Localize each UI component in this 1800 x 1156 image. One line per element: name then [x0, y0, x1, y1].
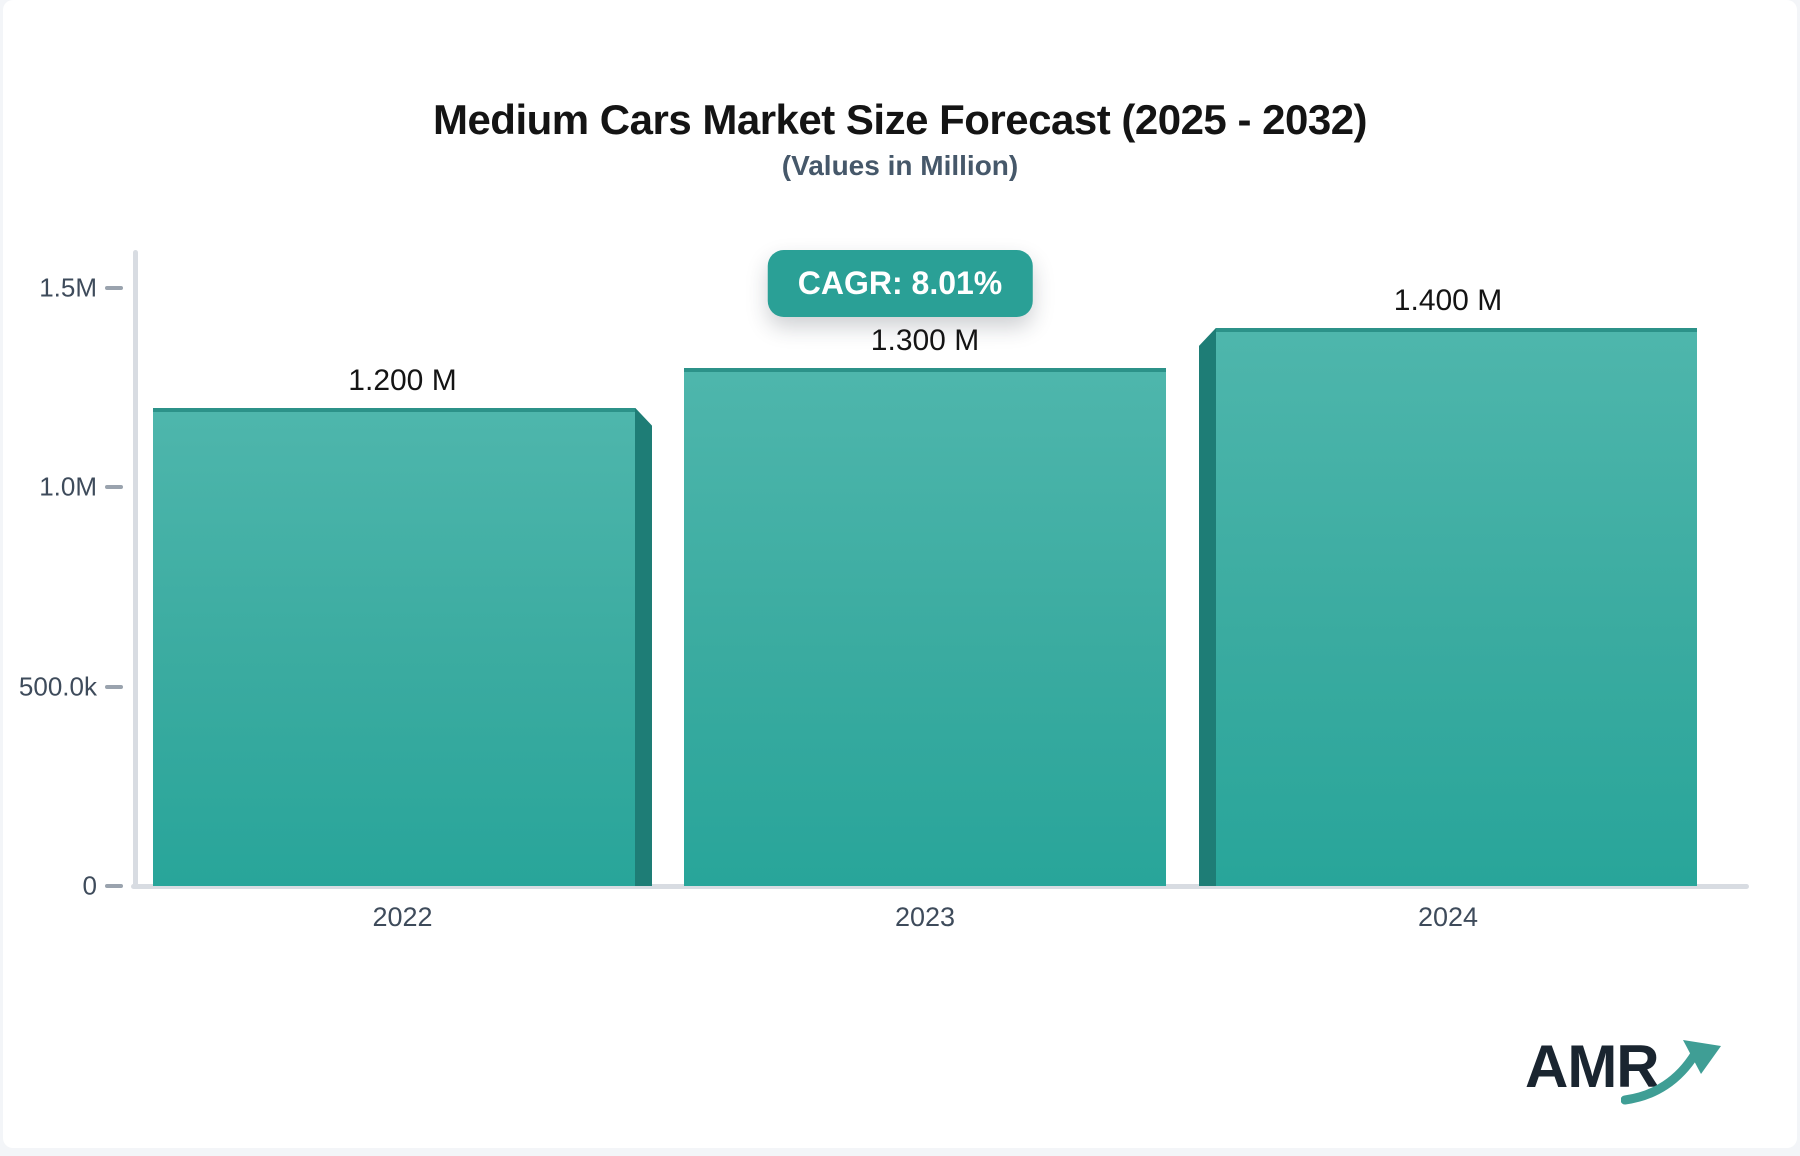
bar-chart: 0 500.0k 1.0M 1.5M 1.200 M 2022 1.300 M 2023 1.4…	[3, 0, 1797, 1148]
bar-2023[interactable]	[684, 367, 1166, 886]
trending-up-arrow-icon	[1621, 1040, 1721, 1105]
bar-2024[interactable]	[1216, 327, 1697, 886]
y-axis-tick-label: 500.0k	[18, 671, 97, 702]
bar-value-label: 1.300 M	[870, 323, 980, 357]
y-axis-line	[133, 250, 138, 889]
bar-2022[interactable]	[153, 407, 635, 886]
chart-title: Medium Cars Market Size Forecast (2025 -…	[432, 96, 1368, 143]
y-axis-tick-label: 1.5M	[39, 272, 97, 303]
amr-logo-text: AMR	[1525, 1033, 1660, 1100]
bar-3d-side	[1199, 327, 1216, 886]
x-axis-line	[131, 884, 1749, 889]
bar-value-label: 1.200 M	[348, 363, 457, 397]
y-axis-tick	[105, 884, 123, 888]
y-axis-tick	[105, 286, 123, 290]
bar-value-label: 1.400 M	[1393, 283, 1503, 317]
y-axis-tick-label: 1.0M	[39, 471, 97, 502]
x-axis-label: 2024	[1417, 902, 1479, 932]
x-axis-label: 2023	[894, 902, 956, 932]
chart-subtitle: (Values in Million)	[781, 150, 1019, 181]
x-axis-label: 2022	[372, 902, 433, 932]
amr-logo: AMR	[1525, 1026, 1735, 1116]
y-axis-tick	[105, 485, 123, 490]
cagr-badge: CAGR: 8.01%	[767, 250, 1033, 317]
bar-3d-side	[635, 407, 652, 886]
y-axis-tick-label: 0	[82, 870, 97, 901]
y-axis-tick	[105, 684, 123, 689]
chart-card: Medium Cars Market Size Forecast (2025 -…	[3, 0, 1797, 1148]
